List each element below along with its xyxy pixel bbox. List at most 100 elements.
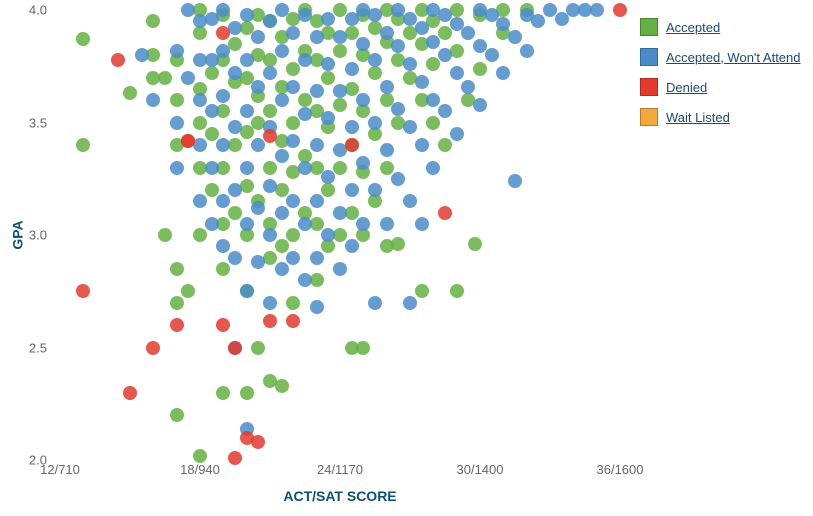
data-point-accepted_wont[interactable] (345, 120, 359, 134)
data-point-accepted_wont[interactable] (205, 53, 219, 67)
data-point-accepted_wont[interactable] (310, 30, 324, 44)
data-point-accepted_wont[interactable] (240, 217, 254, 231)
data-point-accepted_wont[interactable] (251, 80, 265, 94)
data-point-accepted_wont[interactable] (310, 300, 324, 314)
data-point-accepted_wont[interactable] (205, 217, 219, 231)
data-point-accepted_wont[interactable] (135, 48, 149, 62)
data-point-accepted[interactable] (205, 66, 219, 80)
data-point-accepted_wont[interactable] (228, 251, 242, 265)
data-point-accepted[interactable] (216, 262, 230, 276)
data-point-accepted_wont[interactable] (310, 84, 324, 98)
data-point-accepted_wont[interactable] (403, 120, 417, 134)
data-point-accepted_wont[interactable] (403, 57, 417, 71)
data-point-accepted_wont[interactable] (496, 17, 510, 31)
data-point-accepted[interactable] (473, 62, 487, 76)
data-point-denied[interactable] (251, 435, 265, 449)
data-point-accepted[interactable] (468, 237, 482, 251)
data-point-accepted_wont[interactable] (426, 161, 440, 175)
data-point-accepted_wont[interactable] (426, 93, 440, 107)
data-point-accepted_wont[interactable] (461, 26, 475, 40)
data-point-accepted[interactable] (321, 71, 335, 85)
data-point-denied[interactable] (123, 386, 137, 400)
data-point-accepted[interactable] (415, 284, 429, 298)
data-point-accepted_wont[interactable] (170, 116, 184, 130)
data-point-accepted_wont[interactable] (298, 273, 312, 287)
data-point-accepted[interactable] (275, 379, 289, 393)
data-point-accepted[interactable] (76, 32, 90, 46)
data-point-accepted_wont[interactable] (251, 255, 265, 269)
data-point-accepted_wont[interactable] (403, 194, 417, 208)
data-point-accepted_wont[interactable] (228, 183, 242, 197)
data-point-accepted_wont[interactable] (368, 53, 382, 67)
data-point-accepted[interactable] (286, 116, 300, 130)
data-point-accepted_wont[interactable] (251, 30, 265, 44)
data-point-accepted_wont[interactable] (181, 71, 195, 85)
data-point-denied[interactable] (263, 129, 277, 143)
data-point-accepted_wont[interactable] (321, 228, 335, 242)
data-point-accepted_wont[interactable] (368, 8, 382, 22)
data-point-accepted[interactable] (158, 71, 172, 85)
data-point-accepted_wont[interactable] (345, 183, 359, 197)
data-point-accepted_wont[interactable] (391, 39, 405, 53)
data-point-accepted_wont[interactable] (508, 174, 522, 188)
legend-item-accepted[interactable]: Accepted (640, 18, 801, 36)
data-point-accepted_wont[interactable] (321, 111, 335, 125)
data-point-accepted_wont[interactable] (356, 93, 370, 107)
data-point-accepted_wont[interactable] (240, 161, 254, 175)
data-point-accepted_wont[interactable] (380, 26, 394, 40)
data-point-accepted[interactable] (170, 408, 184, 422)
data-point-accepted_wont[interactable] (450, 127, 464, 141)
data-point-denied[interactable] (216, 318, 230, 332)
data-point-accepted_wont[interactable] (263, 14, 277, 28)
data-point-accepted[interactable] (158, 228, 172, 242)
data-point-accepted_wont[interactable] (368, 183, 382, 197)
data-point-accepted_wont[interactable] (205, 12, 219, 26)
data-point-accepted_wont[interactable] (415, 217, 429, 231)
data-point-accepted_wont[interactable] (216, 194, 230, 208)
data-point-accepted_wont[interactable] (275, 93, 289, 107)
data-point-accepted_wont[interactable] (298, 53, 312, 67)
data-point-denied[interactable] (76, 284, 90, 298)
data-point-accepted[interactable] (298, 93, 312, 107)
data-point-accepted[interactable] (333, 98, 347, 112)
data-point-accepted[interactable] (380, 161, 394, 175)
data-point-accepted[interactable] (170, 262, 184, 276)
data-point-accepted[interactable] (391, 237, 405, 251)
data-point-accepted_wont[interactable] (298, 217, 312, 231)
data-point-accepted[interactable] (193, 449, 207, 463)
legend-item-denied[interactable]: Denied (640, 78, 801, 96)
data-point-accepted_wont[interactable] (275, 262, 289, 276)
data-point-accepted_wont[interactable] (508, 30, 522, 44)
data-point-accepted[interactable] (286, 62, 300, 76)
data-point-accepted_wont[interactable] (286, 194, 300, 208)
data-point-accepted_wont[interactable] (356, 217, 370, 231)
data-point-accepted_wont[interactable] (286, 134, 300, 148)
data-point-denied[interactable] (263, 314, 277, 328)
data-point-accepted_wont[interactable] (251, 201, 265, 215)
data-point-denied[interactable] (345, 138, 359, 152)
data-point-accepted[interactable] (286, 228, 300, 242)
data-point-accepted_wont[interactable] (426, 35, 440, 49)
data-point-accepted[interactable] (333, 44, 347, 58)
data-point-accepted[interactable] (263, 53, 277, 67)
data-point-accepted[interactable] (368, 66, 382, 80)
data-point-accepted_wont[interactable] (321, 12, 335, 26)
data-point-accepted_wont[interactable] (263, 179, 277, 193)
data-point-accepted[interactable] (438, 26, 452, 40)
data-point-accepted[interactable] (240, 386, 254, 400)
legend-item-wait_listed[interactable]: Wait Listed (640, 108, 801, 126)
data-point-accepted_wont[interactable] (368, 116, 382, 130)
data-point-accepted_wont[interactable] (251, 138, 265, 152)
data-point-accepted_wont[interactable] (240, 53, 254, 67)
data-point-denied[interactable] (170, 318, 184, 332)
data-point-denied[interactable] (216, 26, 230, 40)
data-point-denied[interactable] (438, 206, 452, 220)
data-point-accepted_wont[interactable] (275, 206, 289, 220)
data-point-accepted_wont[interactable] (310, 138, 324, 152)
data-point-accepted_wont[interactable] (333, 84, 347, 98)
data-point-accepted_wont[interactable] (205, 161, 219, 175)
data-point-accepted[interactable] (193, 116, 207, 130)
data-point-accepted_wont[interactable] (391, 172, 405, 186)
data-point-accepted_wont[interactable] (240, 8, 254, 22)
data-point-accepted[interactable] (321, 183, 335, 197)
